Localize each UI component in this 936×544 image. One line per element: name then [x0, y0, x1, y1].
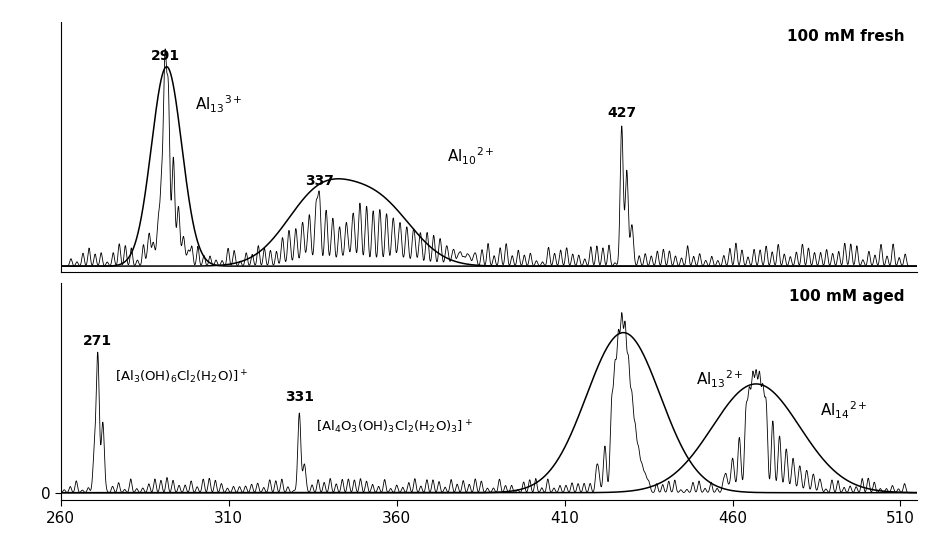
Text: Al$_{10}$$^{2+}$: Al$_{10}$$^{2+}$ [447, 146, 495, 168]
Text: [Al$_4$O$_3$(OH)$_3$Cl$_2$(H$_2$O)$_3$]$^+$: [Al$_4$O$_3$(OH)$_3$Cl$_2$(H$_2$O)$_3$]$… [316, 418, 473, 436]
Text: Al$_{14}$$^{2+}$: Al$_{14}$$^{2+}$ [820, 399, 868, 421]
Text: [Al$_3$(OH)$_6$Cl$_2$(H$_2$O)]$^+$: [Al$_3$(OH)$_6$Cl$_2$(H$_2$O)]$^+$ [114, 368, 248, 386]
Text: 331: 331 [285, 390, 314, 404]
Text: 100 mM fresh: 100 mM fresh [787, 29, 904, 44]
Text: 291: 291 [151, 49, 180, 63]
Text: 427: 427 [607, 106, 636, 120]
Text: Al$_{13}$$^{2+}$: Al$_{13}$$^{2+}$ [695, 368, 743, 390]
Text: 271: 271 [83, 334, 112, 348]
Text: 100 mM aged: 100 mM aged [789, 289, 904, 305]
Text: Al$_{13}$$^{3+}$: Al$_{13}$$^{3+}$ [196, 94, 242, 115]
Text: 337: 337 [305, 174, 334, 188]
